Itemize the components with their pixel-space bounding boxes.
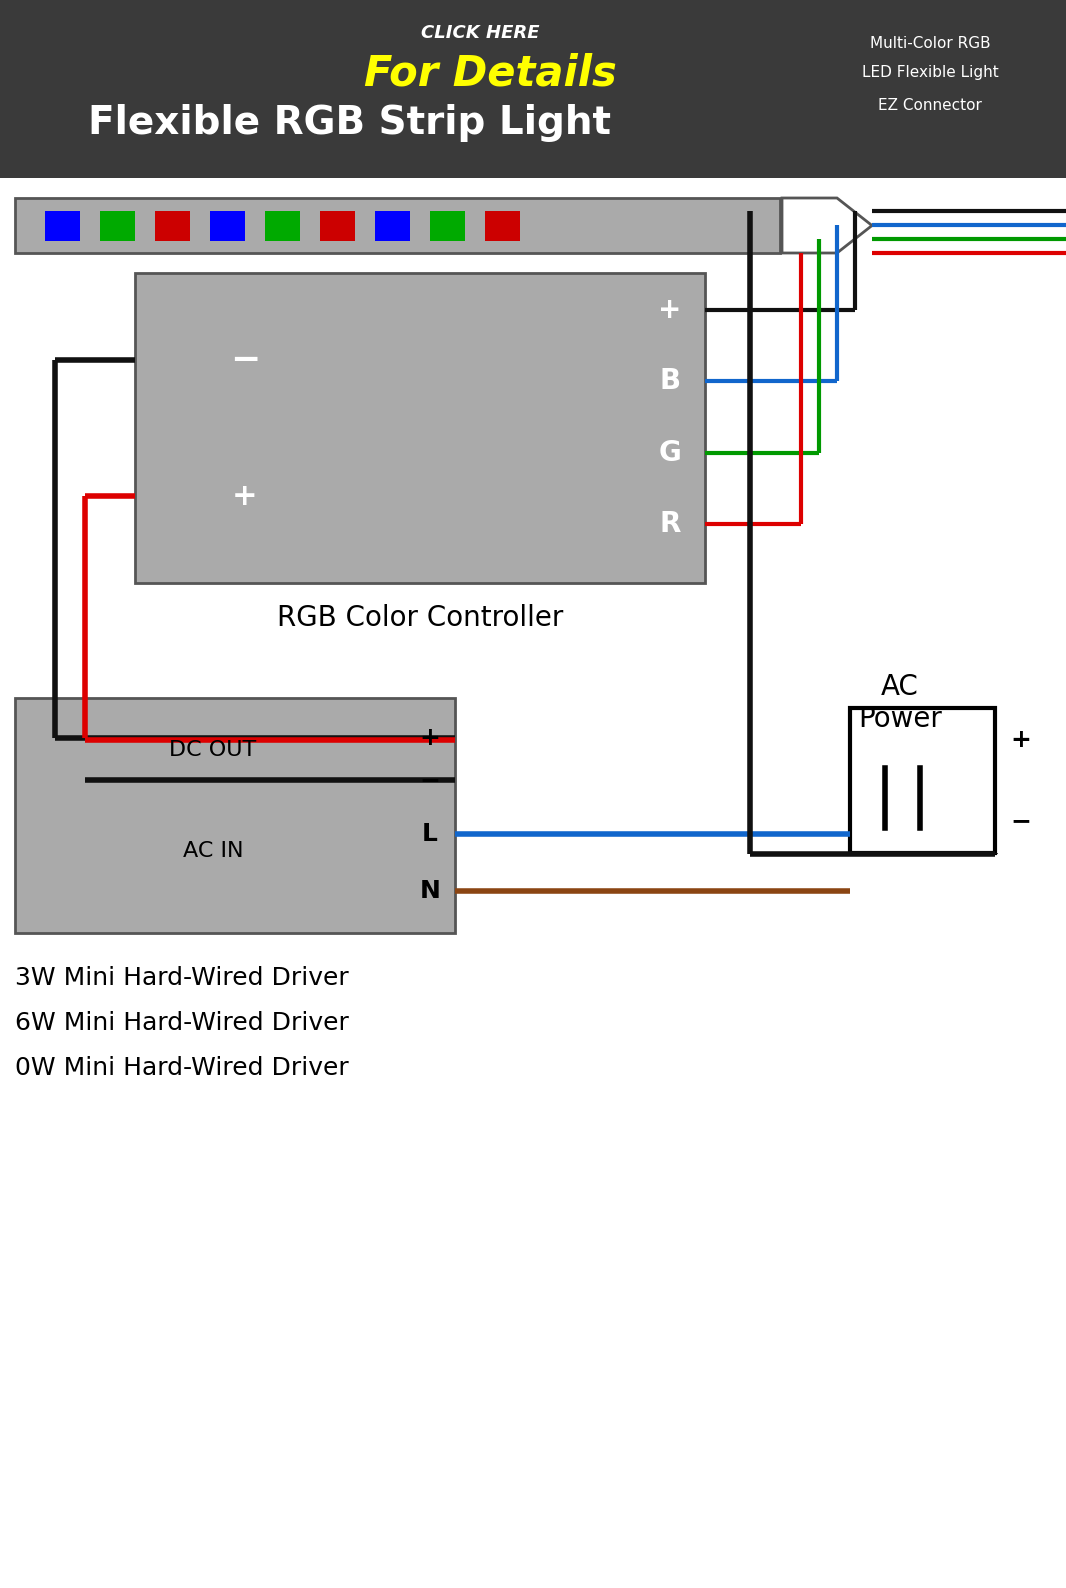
Text: −: − bbox=[1010, 810, 1031, 834]
Text: +: + bbox=[420, 726, 440, 750]
Bar bbox=[135, 273, 705, 583]
Text: R: R bbox=[659, 510, 681, 538]
Bar bbox=[430, 211, 465, 241]
Bar bbox=[850, 708, 995, 853]
Text: AC IN: AC IN bbox=[182, 840, 243, 861]
Text: Flexible RGB Strip Light: Flexible RGB Strip Light bbox=[88, 103, 612, 141]
Bar bbox=[15, 699, 455, 934]
Text: +: + bbox=[1010, 727, 1031, 751]
Bar bbox=[15, 198, 780, 252]
Text: EZ Connector: EZ Connector bbox=[878, 98, 982, 113]
Text: N: N bbox=[420, 878, 440, 902]
Text: For Details: For Details bbox=[364, 52, 616, 94]
Text: 3W Mini Hard-Wired Driver: 3W Mini Hard-Wired Driver bbox=[15, 966, 349, 989]
Text: 6W Mini Hard-Wired Driver: 6W Mini Hard-Wired Driver bbox=[15, 1012, 349, 1035]
Text: +: + bbox=[232, 481, 258, 511]
Text: LED Flexible Light: LED Flexible Light bbox=[861, 65, 999, 81]
Bar bbox=[265, 211, 300, 241]
Text: +: + bbox=[659, 297, 681, 324]
Text: 0W Mini Hard-Wired Driver: 0W Mini Hard-Wired Driver bbox=[15, 1056, 349, 1080]
Bar bbox=[0, 0, 1066, 178]
Bar bbox=[45, 211, 80, 241]
Text: L: L bbox=[422, 823, 438, 846]
Bar bbox=[320, 211, 355, 241]
Text: B: B bbox=[660, 367, 680, 395]
Bar bbox=[485, 211, 520, 241]
Bar bbox=[210, 211, 245, 241]
Text: RGB Color Controller: RGB Color Controller bbox=[277, 603, 563, 632]
Text: Multi-Color RGB: Multi-Color RGB bbox=[870, 35, 990, 51]
Text: CLICK HERE: CLICK HERE bbox=[421, 24, 539, 41]
Text: DC OUT: DC OUT bbox=[169, 740, 257, 759]
Bar bbox=[100, 211, 135, 241]
Polygon shape bbox=[782, 198, 872, 252]
Text: AC
Power: AC Power bbox=[858, 673, 942, 734]
Bar bbox=[375, 211, 410, 241]
Text: G: G bbox=[659, 438, 681, 467]
Bar bbox=[155, 211, 190, 241]
Text: −: − bbox=[420, 769, 440, 792]
Text: −: − bbox=[230, 343, 260, 376]
